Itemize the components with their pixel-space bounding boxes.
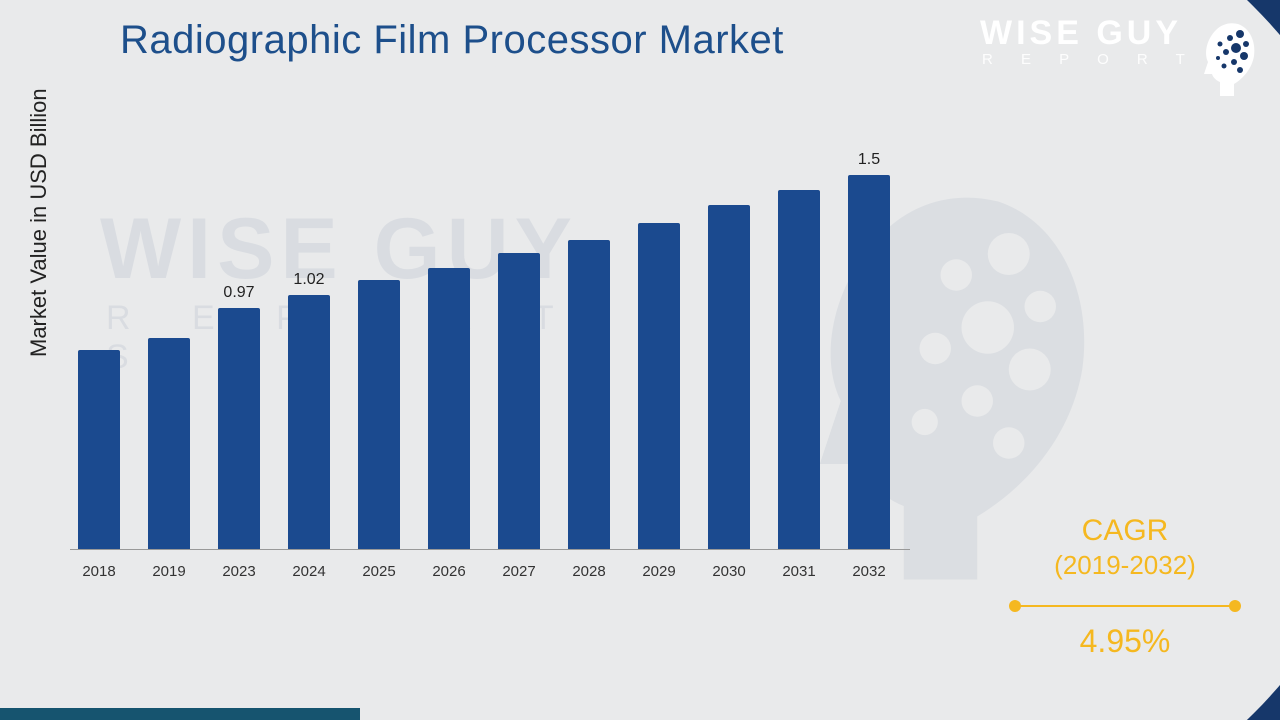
- x-tick-label: 2019: [139, 563, 199, 580]
- bar: [778, 190, 820, 550]
- brand-logo: WISE GUY R E P O R T S: [980, 14, 1260, 104]
- plot-area: 0.97 1.02 1.5: [70, 150, 910, 550]
- bar: [428, 268, 470, 551]
- x-tick-label: 2030: [699, 563, 759, 580]
- bar: [78, 350, 120, 550]
- bar-value-label: 1.02: [279, 271, 339, 289]
- bar-value-label: 0.97: [209, 284, 269, 302]
- bar: [288, 295, 330, 550]
- bar: [568, 240, 610, 550]
- brand-head-icon: [1190, 18, 1260, 98]
- x-tick-label: 2025: [349, 563, 409, 580]
- bar-value-label: 1.5: [839, 151, 899, 169]
- x-tick-label: 2031: [769, 563, 829, 580]
- bar: [148, 338, 190, 551]
- bar: [848, 175, 890, 550]
- bottom-accent-bar: [0, 708, 360, 720]
- page-title: Radiographic Film Processor Market: [120, 18, 784, 63]
- cagr-period: (2019-2032): [1000, 550, 1250, 581]
- cagr-label: CAGR: [1000, 514, 1250, 548]
- x-tick-label: 2018: [69, 563, 129, 580]
- bar: [708, 205, 750, 550]
- bar: [638, 223, 680, 551]
- y-axis-label: Market Value in USD Billion: [26, 88, 52, 357]
- x-axis-line: [70, 549, 910, 550]
- bar: [218, 308, 260, 551]
- x-tick-label: 2028: [559, 563, 619, 580]
- x-tick-label: 2024: [279, 563, 339, 580]
- cagr-block: CAGR (2019-2032) 4.95%: [1000, 514, 1250, 660]
- x-tick-label: 2027: [489, 563, 549, 580]
- bar-chart: 0.97 1.02 1.5 2018 2019 2023 2024 2025 2026 2027…: [70, 150, 910, 580]
- cagr-divider: [1015, 605, 1235, 607]
- x-tick-label: 2026: [419, 563, 479, 580]
- x-tick-label: 2029: [629, 563, 689, 580]
- cagr-value: 4.95%: [1000, 623, 1250, 660]
- bar: [358, 280, 400, 550]
- stage: Radiographic Film Processor Market WISE …: [0, 0, 1280, 720]
- bar: [498, 253, 540, 551]
- x-tick-label: 2032: [839, 563, 899, 580]
- x-tick-label: 2023: [209, 563, 269, 580]
